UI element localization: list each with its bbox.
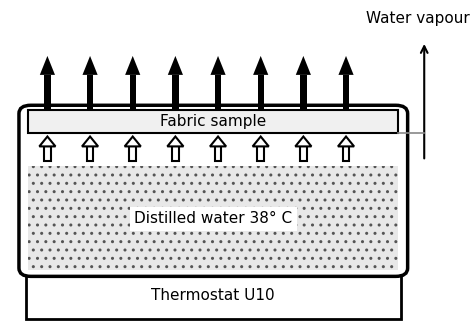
Bar (87, 146, 93, 161)
Polygon shape (82, 137, 98, 146)
Polygon shape (338, 56, 354, 75)
Polygon shape (168, 56, 183, 75)
Bar (172, 146, 179, 161)
Polygon shape (167, 137, 183, 146)
Bar (172, 75, 179, 109)
Polygon shape (125, 56, 140, 75)
Bar (44, 75, 51, 109)
Polygon shape (210, 137, 226, 146)
Bar (129, 75, 136, 109)
Text: Water vapour: Water vapour (365, 11, 469, 26)
Text: Fabric sample: Fabric sample (160, 114, 266, 129)
Polygon shape (253, 56, 268, 75)
Bar (44, 146, 51, 161)
Polygon shape (39, 137, 55, 146)
Bar (87, 75, 93, 109)
Bar (257, 146, 264, 161)
Bar (300, 146, 307, 161)
Polygon shape (125, 137, 141, 146)
Polygon shape (210, 56, 226, 75)
Polygon shape (295, 137, 311, 146)
Polygon shape (338, 137, 354, 146)
Bar (300, 75, 307, 109)
Bar (343, 75, 349, 109)
Polygon shape (296, 56, 311, 75)
Bar (215, 146, 221, 161)
Bar (28, 166, 398, 270)
FancyBboxPatch shape (19, 105, 408, 276)
Text: Thermostat U10: Thermostat U10 (152, 288, 275, 303)
Bar (129, 146, 136, 161)
Polygon shape (253, 137, 269, 146)
Bar (26, 271, 401, 319)
Polygon shape (40, 56, 55, 75)
Bar (215, 75, 221, 109)
Polygon shape (82, 56, 98, 75)
Bar (28, 110, 398, 133)
Bar (343, 146, 349, 161)
Text: Distilled water 38° C: Distilled water 38° C (134, 211, 292, 226)
Bar (257, 75, 264, 109)
